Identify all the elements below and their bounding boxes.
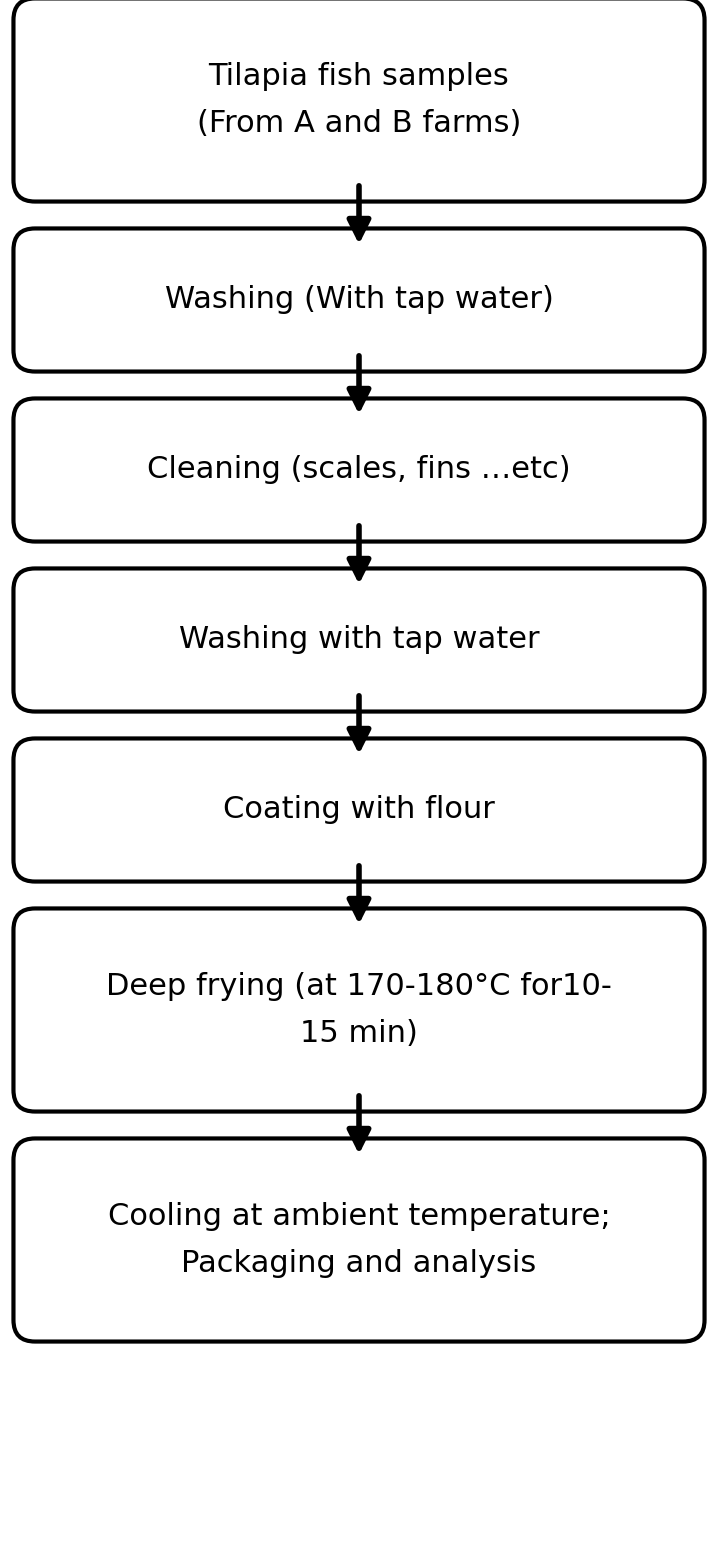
Text: Cleaning (scales, fins …etc): Cleaning (scales, fins …etc) [147,455,571,485]
Text: Washing with tap water: Washing with tap water [179,626,539,654]
Text: Tilapia fish samples
(From A and B farms): Tilapia fish samples (From A and B farms… [197,62,521,138]
Text: Coating with flour: Coating with flour [223,796,495,825]
Text: Deep frying (at 170-180°C for10-
15 min): Deep frying (at 170-180°C for10- 15 min) [106,971,612,1049]
FancyBboxPatch shape [14,228,704,371]
FancyBboxPatch shape [14,0,704,202]
FancyBboxPatch shape [14,909,704,1111]
FancyBboxPatch shape [14,1139,704,1341]
FancyBboxPatch shape [14,569,704,712]
Text: Washing (With tap water): Washing (With tap water) [164,286,554,314]
Text: Cooling at ambient temperature;
Packaging and analysis: Cooling at ambient temperature; Packagin… [108,1201,610,1279]
FancyBboxPatch shape [14,398,704,541]
FancyBboxPatch shape [14,738,704,881]
